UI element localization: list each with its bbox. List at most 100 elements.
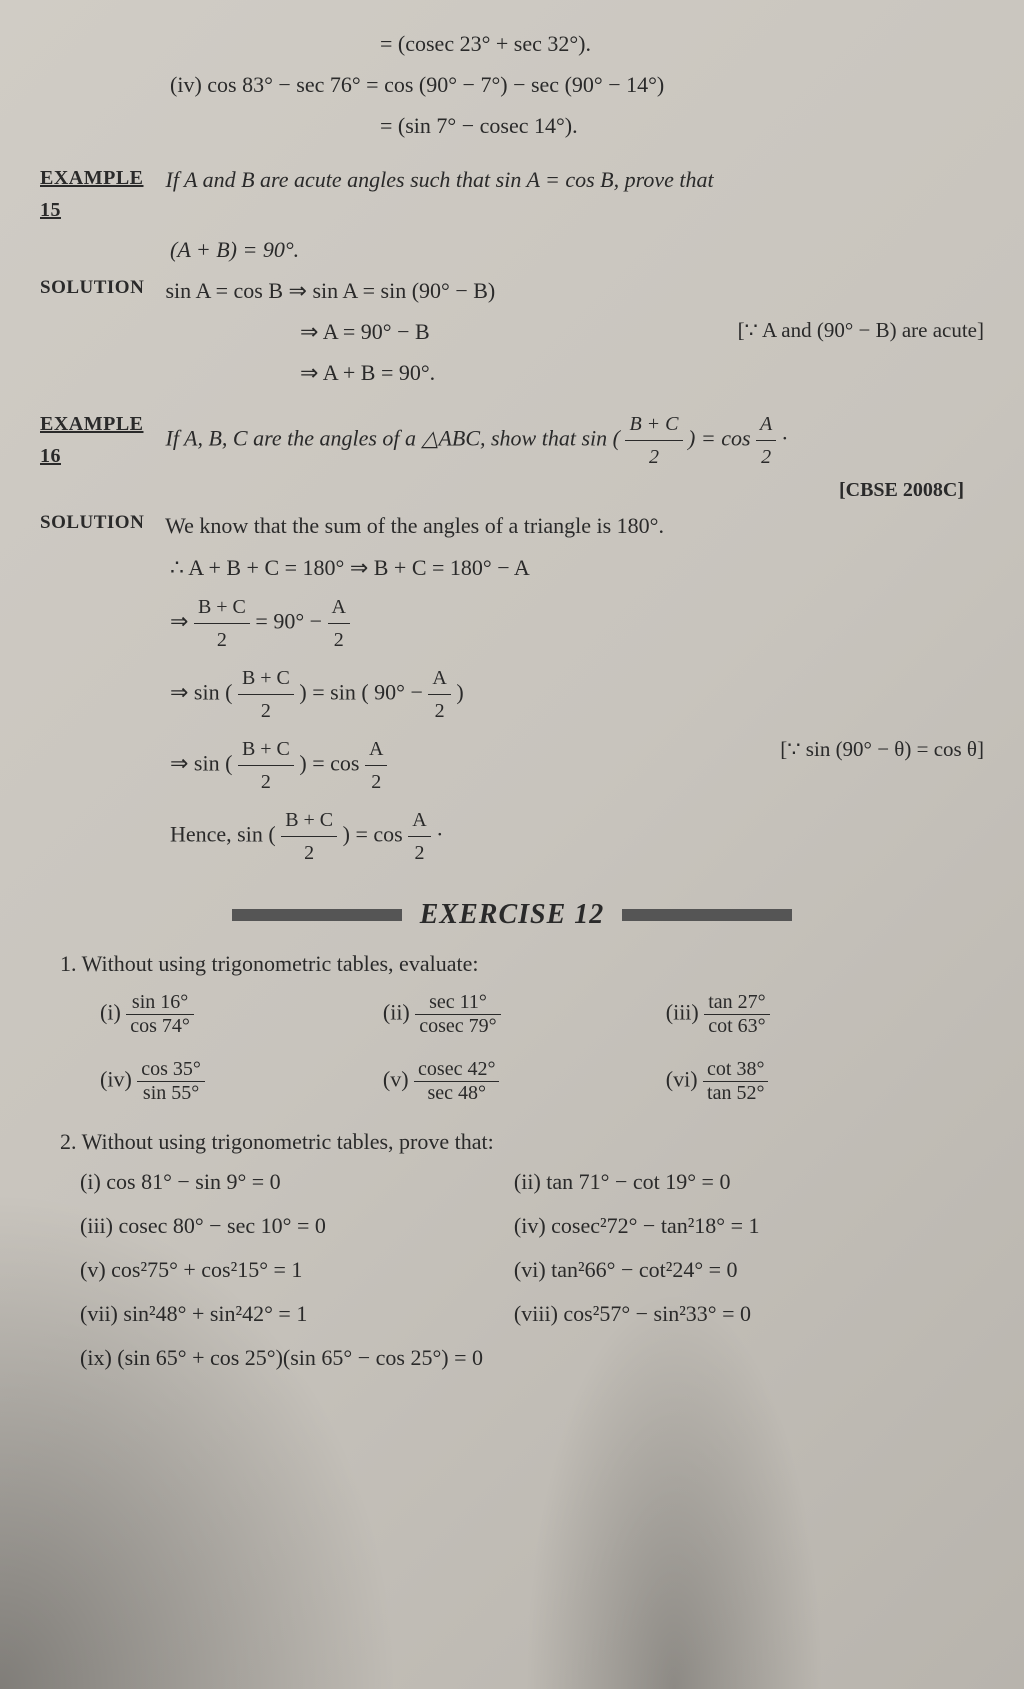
s4-f1b: 2 (238, 766, 294, 798)
frac-top: B + C (625, 408, 682, 441)
exercise-bar-right (622, 909, 792, 921)
solution-15-note: [∵ A and (90° − B) are acute] (738, 314, 984, 348)
s2-f2b: 2 (328, 624, 350, 656)
top-eq2: = (sin 7° − cosec 14°). (40, 108, 984, 143)
s3-mid: = sin (312, 679, 356, 704)
s3-f2b: 2 (428, 695, 450, 727)
q2-row1: (i) cos 81° − sin 9° = 0 (ii) tan 71° − … (40, 1165, 984, 1199)
example-16-row: EXAMPLE 16 If A, B, C are the angles of … (40, 408, 984, 473)
q2-row4: (vii) sin²48° + sin²42° = 1 (viii) cos²5… (40, 1297, 984, 1331)
hence-text: Hence, sin (170, 821, 263, 846)
solution-16-intro: We know that the sum of the angles of a … (165, 513, 664, 538)
s4-eq: = cos (312, 750, 365, 775)
solution-15-line3: ⇒ A + B = 90°. (40, 355, 984, 390)
q2-ii: (ii) tan 71° − cot 19° = 0 (514, 1165, 948, 1199)
s4-f2t: A (365, 733, 387, 766)
hence-f2t: A (408, 804, 430, 837)
s2-f1b: 2 (194, 624, 250, 656)
example-16-statement: If A, B, C are the angles of a △ABC, sho… (166, 426, 608, 451)
q2-row3: (v) cos²75° + cos²15° = 1 (vi) tan²66° −… (40, 1253, 984, 1287)
q1-i-b: cos 74° (126, 1015, 194, 1038)
exercise-heading: EXERCISE 12 (40, 899, 984, 931)
q1-iii: (iii) tan 27°cot 63° (666, 985, 949, 1044)
hence-dot: · (436, 821, 443, 846)
q2-ix: (ix) (sin 65° + cos 25°)(sin 65° − cos 2… (80, 1341, 984, 1375)
top-item-iv: (iv) cos 83° − sec 76° = cos (90° − 7°) … (40, 67, 984, 102)
cbse-tag: [CBSE 2008C] (40, 479, 984, 502)
q1-i: (i) sin 16°cos 74° (100, 985, 383, 1044)
s3-f1t: B + C (238, 662, 294, 695)
example-15-statement1: If A and B are acute angles such that si… (166, 167, 714, 192)
s4-frac1: B + C 2 (238, 733, 294, 798)
solution-15-line1: sin A = cos B ⇒ sin A = sin (90° − B) (166, 278, 496, 303)
s2-f2t: A (328, 591, 350, 624)
q2-viii: (viii) cos²57° − sin²33° = 0 (514, 1297, 948, 1331)
sol16-s4: ⇒ sin ( B + C 2 ) = cos A 2 [∵ sin (90° … (40, 733, 984, 798)
q1-iii-b: cot 63° (704, 1015, 769, 1038)
s4-f1t: B + C (238, 733, 294, 766)
s2-frac2: A 2 (328, 591, 350, 656)
q1-ii-t: sec 11° (415, 991, 500, 1015)
s3-po1: ( (225, 679, 232, 704)
s4-a: ⇒ sin (170, 750, 220, 775)
s3-90: 90° − (374, 679, 428, 704)
q1-ii: (ii) sec 11°cosec 79° (383, 985, 666, 1044)
s3-f2t: A (428, 662, 450, 695)
s4-frac2: A 2 (365, 733, 387, 798)
s2-f1t: B + C (194, 591, 250, 624)
example-15-row: EXAMPLE 15 If A and B are acute angles s… (40, 162, 984, 226)
hence-f1t: B + C (281, 804, 337, 837)
q2-iii: (iii) cosec 80° − sec 10° = 0 (80, 1209, 514, 1243)
solution-16-label: SOLUTION (40, 508, 160, 538)
q1-row1: (i) sin 16°cos 74° (ii) sec 11°cosec 79°… (40, 985, 984, 1044)
hence-f2b: 2 (408, 837, 430, 869)
exercise-title: EXERCISE 12 (406, 899, 619, 930)
q2-vii: (vii) sin²48° + sin²42° = 1 (80, 1297, 514, 1331)
example-16-paren-open: ( (613, 426, 620, 451)
s2-mid: = 90° − (255, 608, 327, 633)
s4-note: [∵ sin (90° − θ) = cos θ] (780, 733, 984, 767)
solution-15-line2-row: ⇒ A = 90° − B [∵ A and (90° − B) are acu… (40, 314, 984, 349)
s2-frac1: B + C 2 (194, 591, 250, 656)
s3-frac2: A 2 (428, 662, 450, 727)
s3-frac1: B + C 2 (238, 662, 294, 727)
q2-v: (v) cos²75° + cos²15° = 1 (80, 1253, 514, 1287)
q1-vi-t: cot 38° (703, 1058, 768, 1082)
q1-iv: (iv) cos 35°sin 55° (100, 1052, 383, 1111)
sol16-s3: ⇒ sin ( B + C 2 ) = sin ( 90° − A 2 ) (40, 662, 984, 727)
s3-po2: ( (361, 679, 368, 704)
q2-i: (i) cos 81° − sin 9° = 0 (80, 1165, 514, 1199)
q2-row5: (ix) (sin 65° + cos 25°)(sin 65° − cos 2… (40, 1341, 984, 1375)
hence-f1b: 2 (281, 837, 337, 869)
sol16-hence: Hence, sin ( B + C 2 ) = cos A 2 · (40, 804, 984, 869)
q2-row2: (iii) cosec 80° − sec 10° = 0 (iv) cosec… (40, 1209, 984, 1243)
q1-v-t: cosec 42° (414, 1058, 499, 1082)
hence-frac2: A 2 (408, 804, 430, 869)
hence-eq: = cos (355, 821, 408, 846)
hence-po: ( (268, 821, 275, 846)
s4-f2b: 2 (365, 766, 387, 798)
example-16-frac1: B + C 2 (625, 408, 682, 473)
sol16-s1: ∴ A + B + C = 180° ⇒ B + C = 180° − A (40, 550, 984, 585)
q1-iv-t: cos 35° (137, 1058, 205, 1082)
example-15-statement2: (A + B) = 90°. (40, 232, 984, 267)
q1-v: (v) cosec 42°sec 48° (383, 1052, 666, 1111)
example-16-eqmid: = cos (701, 426, 751, 451)
solution-15-line2: ⇒ A = 90° − B (300, 319, 430, 344)
exercise-bar-left (232, 909, 402, 921)
solution-15-label: SOLUTION (40, 273, 160, 303)
s4-pc: ) (299, 750, 306, 775)
q2-vi: (vi) tan²66° − cot²24° = 0 (514, 1253, 948, 1287)
example-16-dot: · (782, 426, 788, 451)
solution-16-row: SOLUTION We know that the sum of the ang… (40, 508, 984, 543)
q1-iv-b: sin 55° (137, 1082, 205, 1105)
q1-iii-t: tan 27° (704, 991, 769, 1015)
hence-frac1: B + C 2 (281, 804, 337, 869)
hence-pc: ) (343, 821, 350, 846)
q1-v-b: sec 48° (414, 1082, 499, 1105)
s3-f1b: 2 (238, 695, 294, 727)
top-eq1: = (cosec 23° + sec 32°). (40, 26, 984, 61)
q1-text: 1. Without using trigonometric tables, e… (40, 951, 984, 977)
example-16-label: EXAMPLE 16 (40, 408, 160, 472)
q2-text: 2. Without using trigonometric tables, p… (40, 1129, 984, 1155)
